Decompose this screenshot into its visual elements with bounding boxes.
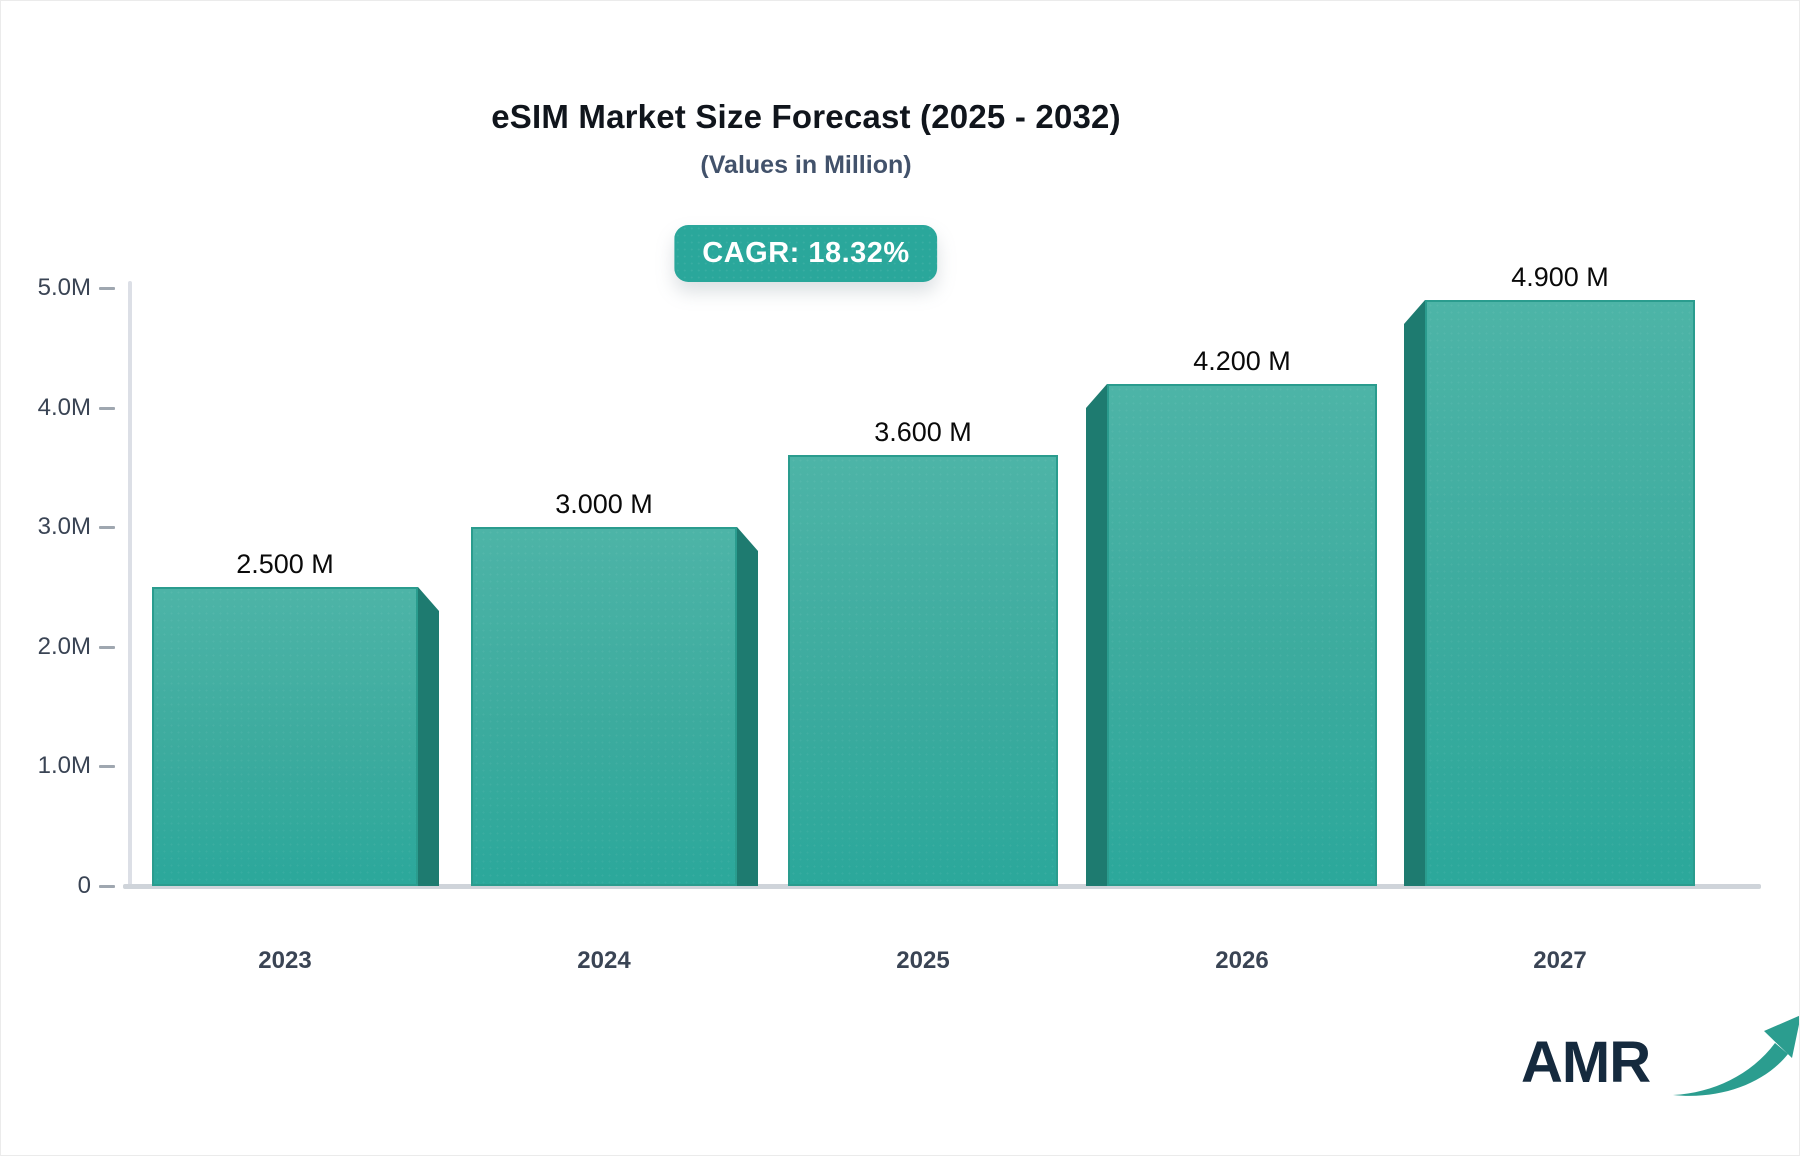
y-axis-tick-label: 4.0M	[37, 393, 91, 421]
amr-logo-text: AMR	[1521, 1030, 1651, 1095]
bar-3d-side	[1404, 300, 1425, 886]
chart-title: eSIM Market Size Forecast (2025 - 2032)	[491, 98, 1121, 135]
bar-value-label: 4.200 M	[1193, 346, 1291, 376]
y-axis-tick-label: 5.0M	[37, 274, 91, 301]
bar	[788, 455, 1058, 886]
y-axis-tick-dash	[99, 645, 115, 649]
cagr-badge: CAGR: 18.32%	[674, 225, 938, 282]
y-axis-line	[128, 281, 132, 887]
growth-arrow-icon	[1673, 1015, 1799, 1096]
y-axis-tick-dash	[99, 287, 115, 290]
x-axis-label: 2026	[1215, 947, 1269, 974]
y-axis-tick-label: 1.0M	[37, 752, 91, 780]
y-axis-tick-label: 3.0M	[37, 513, 91, 541]
chart-subtitle: (Values in Million)	[700, 151, 912, 179]
x-axis-label: 2024	[577, 947, 631, 974]
bar-3d-side	[1086, 384, 1107, 886]
bar-value-label: 4.900 M	[1511, 262, 1609, 292]
bar	[152, 587, 418, 886]
x-axis-label: 2027	[1533, 947, 1587, 974]
y-axis-tick-label: 2.0M	[37, 632, 91, 660]
x-axis-label: 2025	[896, 947, 950, 974]
y-axis-tick-dash	[99, 406, 115, 410]
x-axis-label: 2023	[258, 947, 312, 974]
bar	[1425, 300, 1695, 886]
bar	[471, 527, 737, 886]
x-axis-baseline	[123, 884, 1761, 889]
y-axis-tick-dash	[99, 885, 115, 888]
y-axis-tick-dash	[99, 526, 115, 530]
y-axis-tick-label: 0	[77, 872, 91, 899]
amr-logo: AMR	[1521, 1001, 1799, 1121]
bar	[1107, 384, 1377, 886]
bar-value-label: 2.500 M	[236, 549, 334, 579]
bar-value-label: 3.600 M	[874, 417, 972, 447]
bar-value-label: 3.000 M	[555, 489, 653, 519]
bar-3d-side	[737, 527, 758, 886]
bar-3d-side	[418, 587, 439, 886]
y-axis-tick-dash	[99, 765, 115, 769]
